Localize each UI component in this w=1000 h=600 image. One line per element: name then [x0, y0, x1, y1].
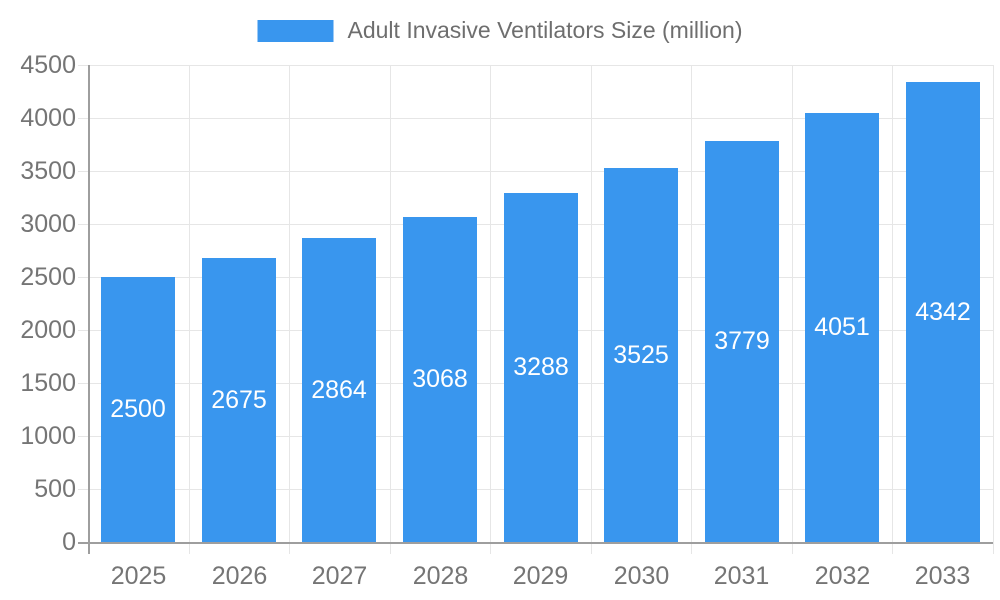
- y-axis-tick-label: 2500: [20, 263, 76, 291]
- bar-value-label: 2864: [311, 375, 367, 404]
- y-axis-tick-label: 1500: [20, 369, 76, 397]
- y-gridline: [78, 118, 993, 119]
- bar-value-label: 4342: [915, 297, 971, 326]
- x-axis-tick-label: 2032: [814, 562, 871, 590]
- bar-2029[interactable]: 3288: [504, 193, 578, 542]
- bar-value-label: 3525: [613, 340, 669, 369]
- bar-value-label: 2500: [110, 395, 166, 423]
- x-axis-tick-label: 2026: [211, 562, 268, 590]
- bar-value-label: 3779: [714, 327, 770, 355]
- y-axis-line: [88, 65, 90, 554]
- chart-legend[interactable]: Adult Invasive Ventilators Size (million…: [257, 17, 743, 44]
- y-axis-tick-label: 0: [62, 528, 76, 556]
- x-gridline: [591, 65, 592, 554]
- bar-2027[interactable]: 2864: [302, 238, 376, 542]
- y-axis-tick-label: 4000: [20, 104, 76, 132]
- x-axis-tick-label: 2027: [311, 562, 368, 590]
- bar-2028[interactable]: 3068: [403, 217, 477, 542]
- bar-2032[interactable]: 4051: [805, 113, 879, 542]
- y-axis-tick-label: 500: [34, 475, 76, 503]
- bar-2031[interactable]: 3779: [705, 141, 779, 542]
- bar-value-label: 2675: [211, 385, 267, 414]
- y-axis-tick-label: 4500: [20, 51, 76, 79]
- y-axis-tick-label: 2000: [20, 316, 76, 344]
- bar-2030[interactable]: 3525: [604, 168, 678, 542]
- legend-swatch-icon: [257, 19, 334, 42]
- x-gridline: [792, 65, 793, 554]
- legend-label: Adult Invasive Ventilators Size (million…: [347, 17, 743, 43]
- y-gridline: [78, 171, 993, 172]
- x-gridline: [691, 65, 692, 554]
- x-axis-tick-label: 2031: [713, 562, 770, 590]
- bar-2026[interactable]: 2675: [202, 258, 276, 542]
- bar-value-label: 3288: [513, 353, 569, 381]
- x-gridline: [390, 65, 391, 554]
- x-axis-tick-label: 2025: [110, 562, 167, 590]
- y-axis-tick-label: 3000: [20, 210, 76, 238]
- x-axis-tick-label: 2028: [412, 562, 469, 590]
- bar-value-label: 4051: [814, 313, 870, 341]
- x-gridline: [892, 65, 893, 554]
- bar-2025[interactable]: 2500: [101, 277, 175, 542]
- x-axis-baseline: [78, 542, 993, 544]
- x-axis-tick-label: 2033: [914, 562, 971, 590]
- x-gridline: [289, 65, 290, 554]
- bar-2033[interactable]: 4342: [906, 82, 980, 542]
- x-gridline: [490, 65, 491, 554]
- x-axis-tick-label: 2030: [613, 562, 670, 590]
- x-axis-tick-label: 2029: [512, 562, 569, 590]
- x-gridline: [993, 65, 994, 554]
- bar-value-label: 3068: [412, 365, 468, 393]
- y-gridline: [78, 65, 993, 66]
- y-axis-tick-label: 1000: [20, 422, 76, 450]
- x-gridline: [189, 65, 190, 554]
- y-axis-tick-label: 3500: [20, 157, 76, 185]
